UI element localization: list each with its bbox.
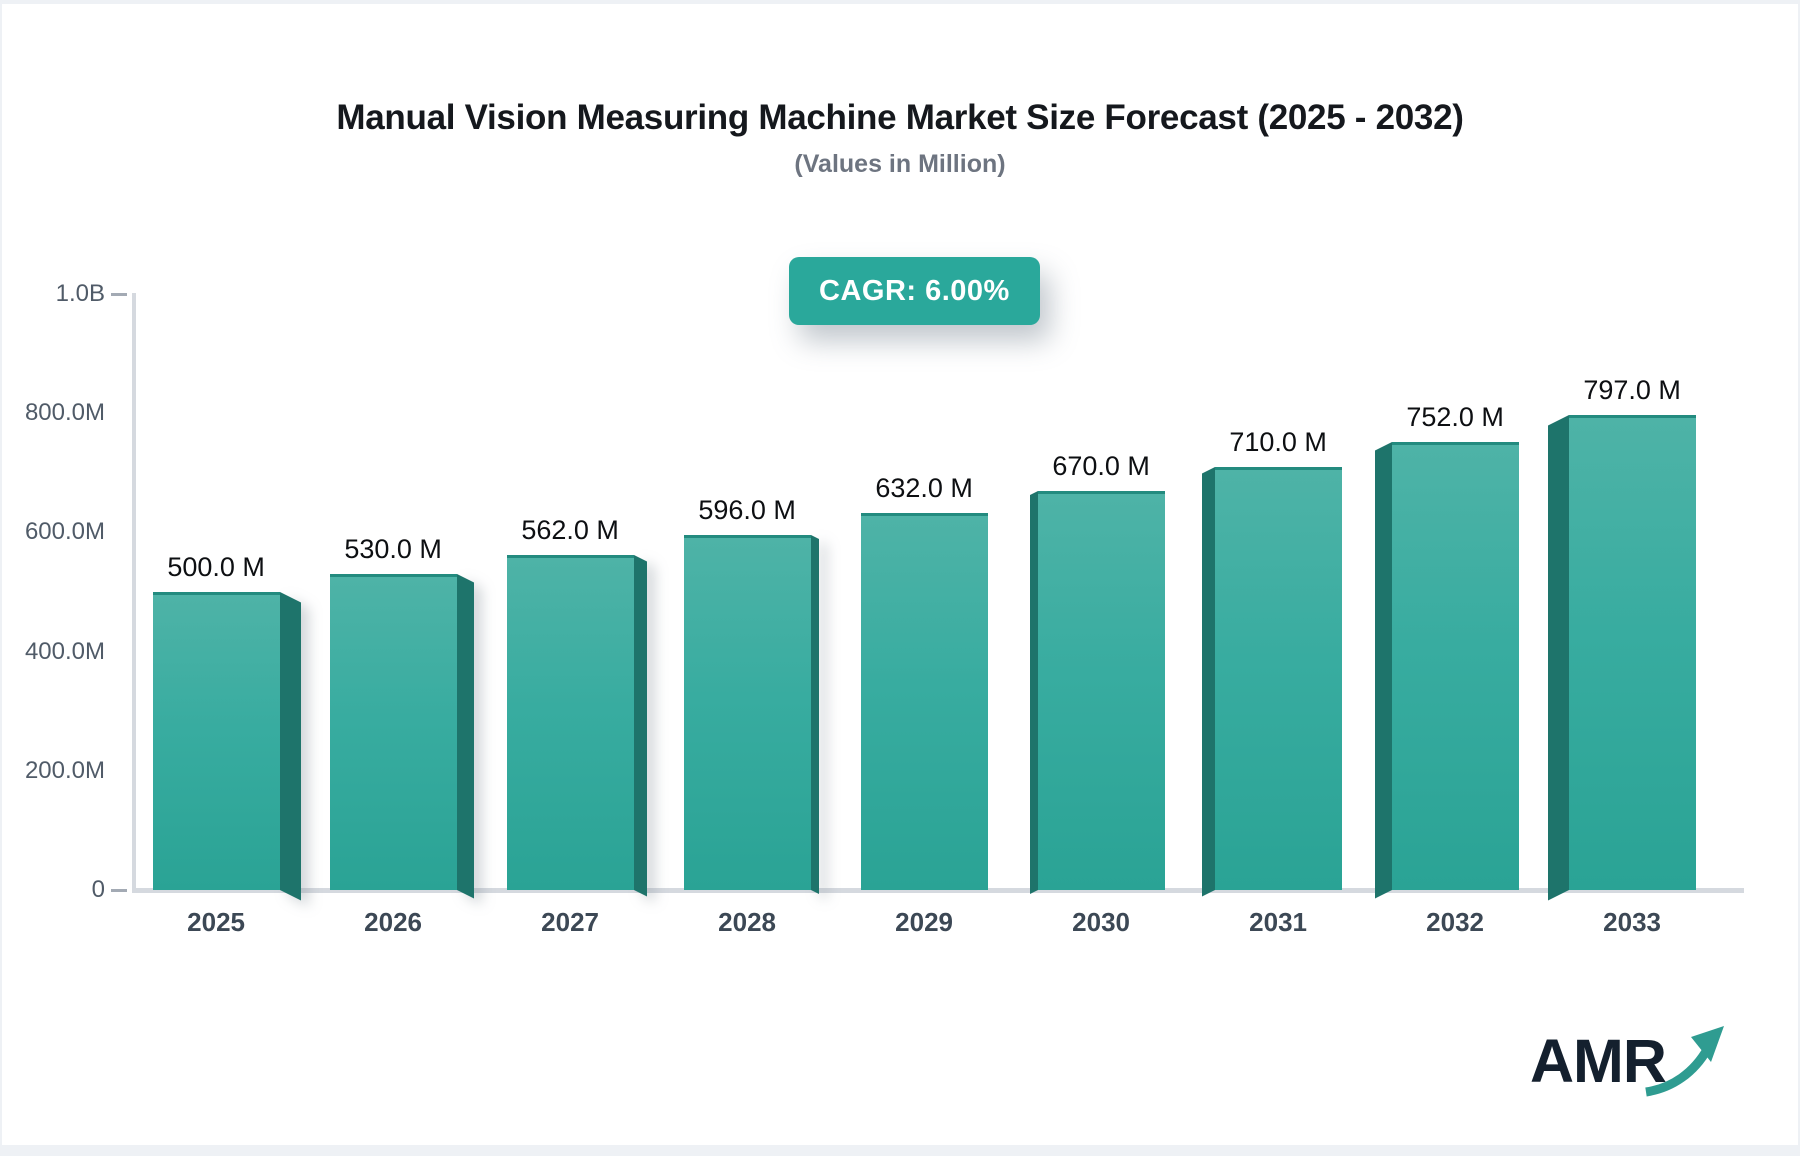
bar-2030: [1037, 490, 1165, 890]
cagr-badge: CAGR: 6.00%: [789, 257, 1040, 325]
bar-side-face: [1374, 441, 1392, 899]
chart-title: Manual Vision Measuring Machine Market S…: [336, 98, 1464, 137]
bar-2033: [1568, 414, 1696, 890]
y-axis-tick: [111, 889, 127, 892]
bar-2032: [1391, 441, 1519, 890]
bar-value-label: 530.0 M: [344, 534, 442, 565]
bar-value-label: 632.0 M: [875, 473, 973, 504]
x-axis-label-2033: 2033: [1603, 907, 1662, 937]
bar-2029: [860, 513, 988, 890]
bar-value-label: 670.0 M: [1052, 450, 1150, 481]
bar-value-label: 562.0 M: [521, 515, 619, 546]
bar-value-label: 752.0 M: [1406, 401, 1504, 432]
bar-side-face: [279, 592, 301, 901]
x-axis-label-2032: 2032: [1426, 907, 1485, 937]
bar-side-face: [633, 555, 647, 897]
bar-side-face: [810, 534, 819, 894]
x-axis-baseline: [132, 888, 1744, 893]
cagr-badge-label: CAGR: 6.00%: [819, 274, 1010, 307]
amr-logo-text: AMR: [1530, 1027, 1667, 1095]
y-axis-label: 600.0M: [24, 518, 105, 546]
bar-2031: [1214, 466, 1342, 890]
bar-value-label: 596.0 M: [698, 494, 796, 525]
y-axis-label: 200.0M: [24, 756, 105, 784]
bar-2027: [506, 555, 634, 890]
x-axis-label-2028: 2028: [718, 907, 777, 937]
x-axis-label-2026: 2026: [364, 907, 423, 937]
bar-value-label: 797.0 M: [1583, 374, 1681, 405]
bar-value-label: 710.0 M: [1229, 426, 1327, 457]
chart-subtitle: (Values in Million): [794, 150, 1006, 178]
amr-logo: AMR: [1530, 1026, 1740, 1108]
chart-card: Manual Vision Measuring Machine Market S…: [2, 4, 1798, 1145]
x-axis-label-2029: 2029: [895, 907, 954, 937]
bar-side-face: [1547, 414, 1569, 901]
bar-2026: [329, 574, 457, 890]
bar-side-face: [456, 574, 474, 899]
bar-value-label: 500.0 M: [167, 552, 265, 582]
y-axis-label: 800.0M: [24, 399, 105, 427]
y-axis-line: [132, 293, 136, 892]
x-axis-label-2030: 2030: [1072, 907, 1131, 937]
y-axis-tick: [111, 293, 127, 296]
bar-side-face: [1029, 490, 1038, 894]
x-axis-label-2031: 2031: [1249, 907, 1308, 937]
bar-2025: [152, 592, 280, 890]
bar-side-face: [1201, 466, 1215, 897]
x-axis-label-2025: 2025: [187, 907, 246, 937]
growth-arrow-icon: [1645, 1026, 1724, 1097]
y-axis-label: 1.0B: [55, 280, 105, 307]
x-axis-label-2027: 2027: [541, 907, 600, 937]
y-axis-label: 0: [91, 876, 105, 903]
bar-2028: [683, 534, 811, 890]
y-axis-label: 400.0M: [24, 637, 105, 665]
